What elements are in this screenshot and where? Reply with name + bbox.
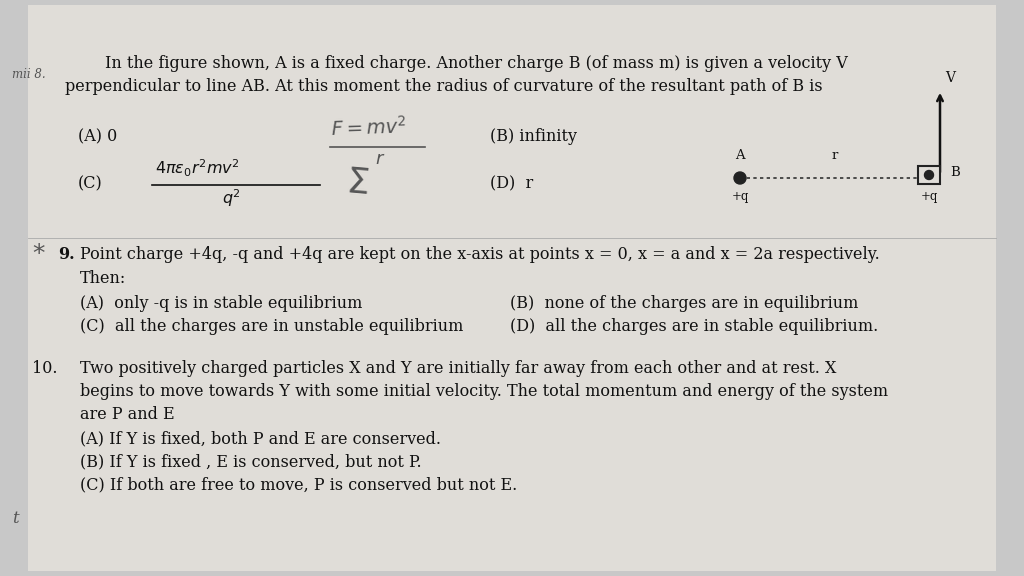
Text: 10.: 10. [32, 360, 57, 377]
Text: (C) If both are free to move, P is conserved but not E.: (C) If both are free to move, P is conse… [80, 476, 517, 493]
FancyBboxPatch shape [28, 5, 996, 571]
Text: B: B [950, 165, 959, 179]
Text: In the figure shown, A is a fixed charge. Another charge B (of mass m) is given : In the figure shown, A is a fixed charge… [105, 55, 848, 72]
Text: (D)  all the charges are in stable equilibrium.: (D) all the charges are in stable equili… [510, 318, 879, 335]
Text: perpendicular to line AB. At this moment the radius of curvature of the resultan: perpendicular to line AB. At this moment… [65, 78, 822, 95]
Text: are P and E: are P and E [80, 406, 175, 423]
Text: Point charge +4q, -q and +4q are kept on the x-axis at points x = 0, x = a and x: Point charge +4q, -q and +4q are kept on… [80, 246, 880, 263]
Text: Two positively charged particles X and Y are initially far away from each other : Two positively charged particles X and Y… [80, 360, 837, 377]
Text: (B) If Y is fixed , E is conserved, but not P.: (B) If Y is fixed , E is conserved, but … [80, 453, 422, 470]
Text: 9.: 9. [58, 246, 75, 263]
Circle shape [734, 172, 746, 184]
FancyBboxPatch shape [918, 166, 940, 184]
Text: (A) 0: (A) 0 [78, 128, 118, 145]
Text: +q: +q [731, 190, 749, 203]
Text: $4\pi\varepsilon_0 r^2mv^2$: $4\pi\varepsilon_0 r^2mv^2$ [155, 158, 240, 179]
Text: begins to move towards Y with some initial velocity. The total momentum and ener: begins to move towards Y with some initi… [80, 383, 888, 400]
Text: Then:: Then: [80, 270, 126, 287]
Text: mii 8.: mii 8. [12, 68, 46, 81]
Text: $\Sigma$: $\Sigma$ [345, 165, 371, 201]
Text: (A)  only -q is in stable equilibrium: (A) only -q is in stable equilibrium [80, 295, 362, 312]
Text: V: V [945, 71, 955, 85]
Text: *: * [32, 242, 44, 266]
Text: A: A [735, 149, 744, 162]
Text: (A) If Y is fixed, both P and E are conserved.: (A) If Y is fixed, both P and E are cons… [80, 430, 441, 447]
Text: (B)  none of the charges are in equilibrium: (B) none of the charges are in equilibri… [510, 295, 858, 312]
Text: $r$: $r$ [375, 150, 385, 168]
Text: $q^2$: $q^2$ [222, 187, 241, 209]
Circle shape [925, 170, 934, 180]
Text: (D)  r: (D) r [490, 175, 534, 192]
Text: (C)  all the charges are in unstable equilibrium: (C) all the charges are in unstable equi… [80, 318, 464, 335]
Text: $F = mv^2$: $F = mv^2$ [330, 115, 407, 139]
Text: r: r [831, 149, 839, 162]
Text: (B) infinity: (B) infinity [490, 128, 577, 145]
Text: t: t [12, 510, 18, 527]
Text: +q: +q [921, 190, 938, 203]
Text: (C): (C) [78, 175, 102, 192]
